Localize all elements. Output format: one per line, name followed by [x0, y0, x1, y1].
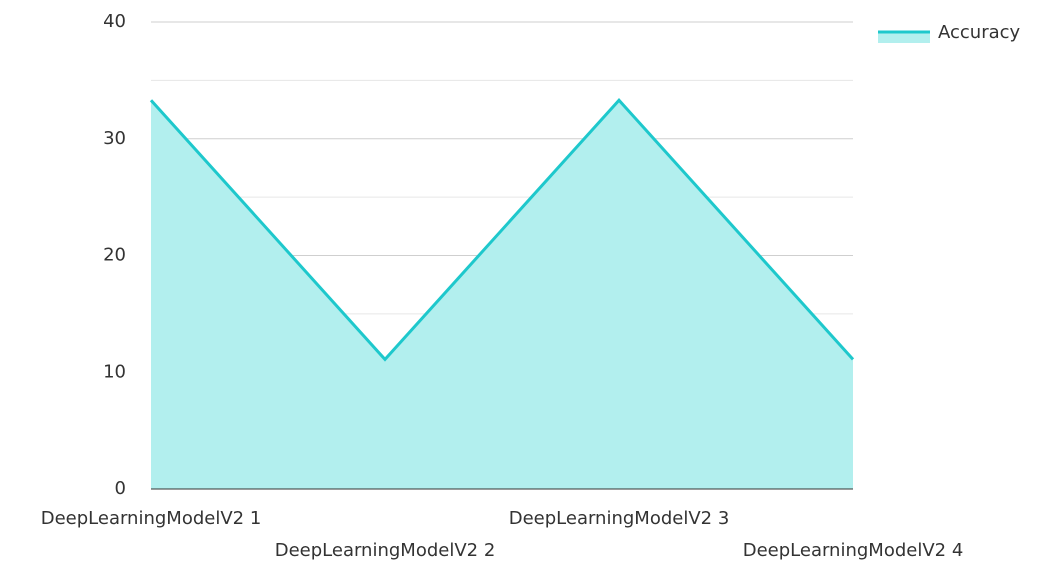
x-tick-label: DeepLearningModelV2 3 [509, 508, 730, 529]
y-tick-label: 10 [103, 361, 126, 382]
y-tick-label: 40 [103, 11, 126, 32]
x-tick-label: DeepLearningModelV2 4 [743, 540, 964, 561]
legend-swatch [878, 31, 930, 43]
area-fill [151, 100, 853, 489]
y-tick-label: 20 [103, 245, 126, 266]
area-line [149, 97, 855, 362]
x-tick-label: DeepLearningModelV2 1 [41, 508, 262, 529]
legend-label: Accuracy [938, 22, 1021, 43]
y-tick-label: 30 [103, 128, 126, 149]
y-tick-label: 0 [115, 478, 126, 499]
x-tick-label: DeepLearningModelV2 2 [275, 540, 496, 561]
